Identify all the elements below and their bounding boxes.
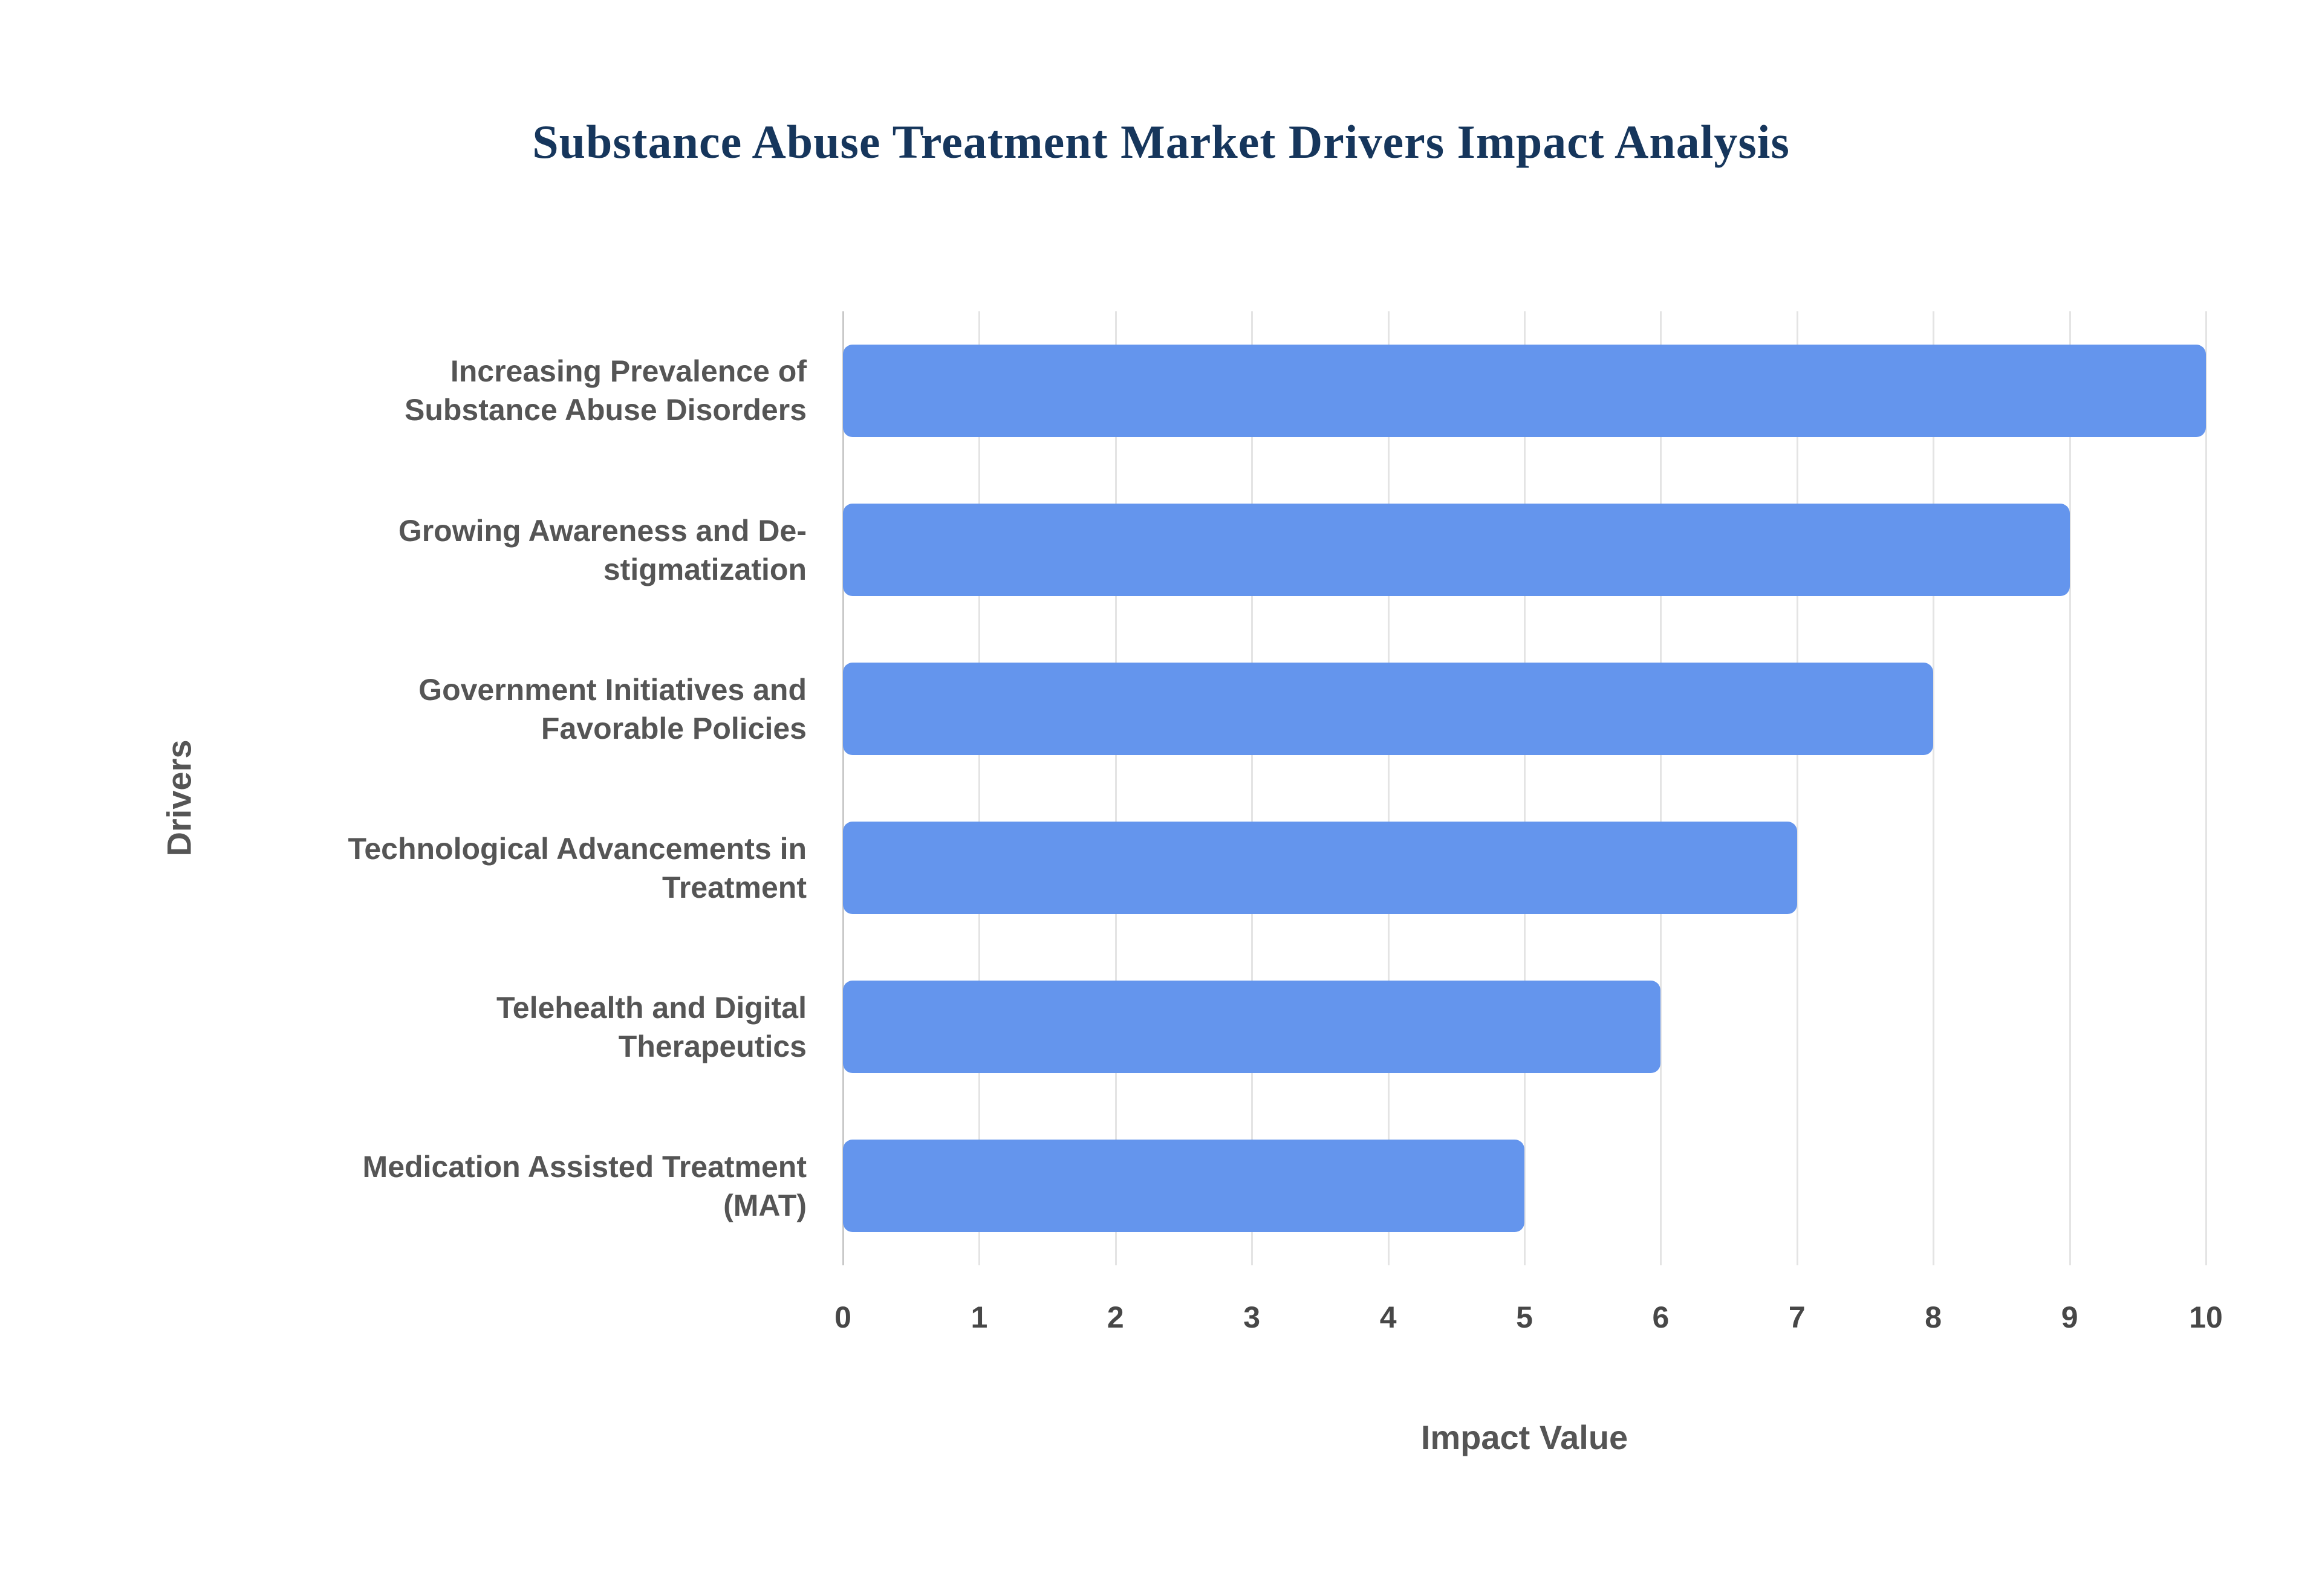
bar-0	[843, 345, 2206, 437]
chart-title: Substance Abuse Treatment Market Drivers…	[532, 115, 1790, 168]
gridline	[1387, 311, 1390, 1265]
category-label-column: Increasing Prevalence of Substance Abuse…	[323, 311, 807, 1265]
x-tick-label: 3	[1243, 1300, 1261, 1334]
category-label: Increasing Prevalence of Substance Abuse…	[404, 354, 807, 427]
x-tick-label: 6	[1652, 1300, 1670, 1334]
bar-1	[843, 504, 2070, 596]
x-tick-label: 5	[1516, 1300, 1533, 1334]
gridline	[1114, 311, 1117, 1265]
plot-area	[842, 311, 2207, 1265]
bar-2	[843, 663, 1934, 755]
category-label: Government Initiatives and Favorable Pol…	[418, 672, 807, 745]
x-tick-label: 10	[2189, 1300, 2223, 1334]
y-axis-line	[842, 311, 844, 1265]
x-tick-label: 4	[1379, 1300, 1397, 1334]
category-label: Telehealth and Digital Therapeutics	[496, 990, 807, 1063]
gridline	[1524, 311, 1526, 1265]
category-label: Growing Awareness and De-stigmatization	[398, 513, 807, 586]
y-axis-title: Drivers	[160, 739, 198, 857]
category-label: Medication Assisted Treatment (MAT)	[362, 1149, 807, 1222]
gridline	[2205, 311, 2207, 1265]
x-tick-label: 9	[2061, 1300, 2078, 1334]
x-tick-label: 1	[971, 1300, 988, 1334]
gridline	[1251, 311, 1254, 1265]
x-axis-ticks: 0 1 2 3 4 5 6 7 8 9 10	[834, 1300, 2223, 1348]
bar-5	[843, 1140, 1524, 1232]
x-tick-label: 7	[1788, 1300, 1806, 1334]
x-tick-label: 8	[1925, 1300, 1942, 1334]
gridline	[978, 311, 981, 1265]
bar-3	[843, 822, 1797, 914]
bar-4	[843, 981, 1661, 1073]
gridline	[1660, 311, 1662, 1265]
category-label: Technological Advancements in Treatment	[348, 831, 807, 904]
x-axis-title: Impact Value	[1420, 1418, 1628, 1456]
gridline	[1796, 311, 1798, 1265]
gridline	[2069, 311, 2071, 1265]
x-tick-label: 2	[1107, 1300, 1124, 1334]
x-tick-label: 0	[834, 1300, 851, 1334]
gridline	[1933, 311, 1935, 1265]
